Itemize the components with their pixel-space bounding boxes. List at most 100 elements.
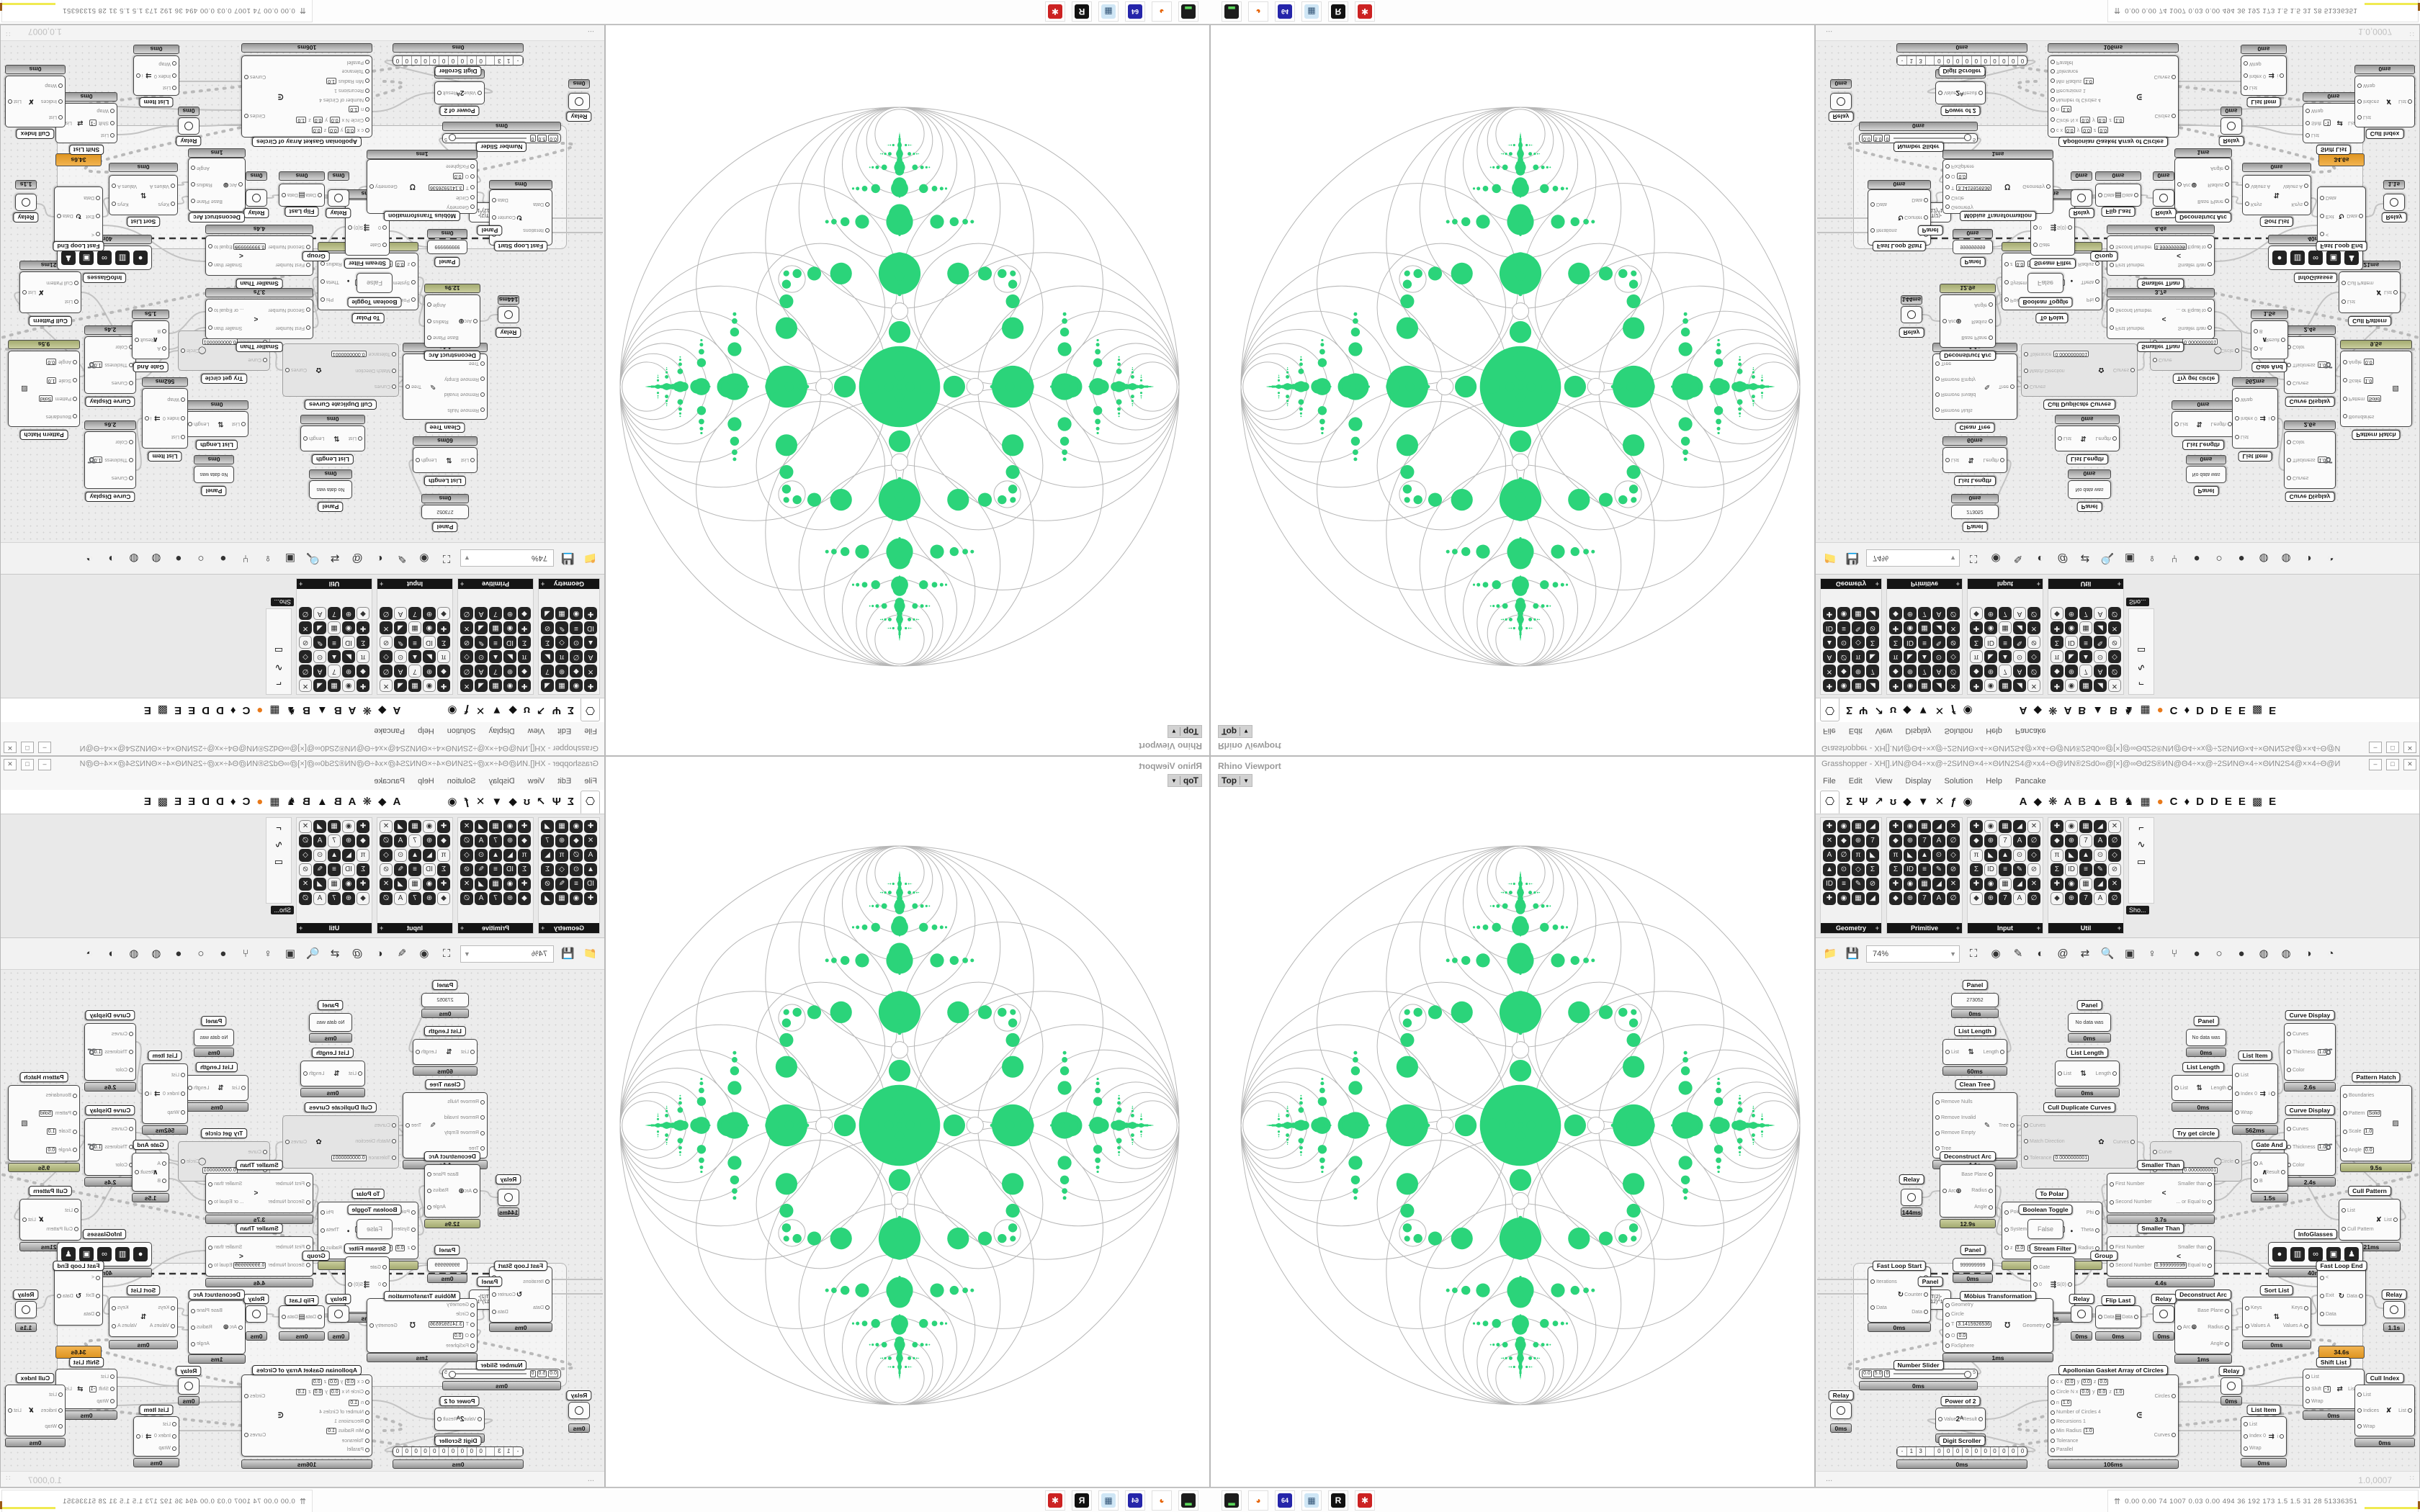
port-dot[interactable] [135, 1170, 139, 1174]
node-input-label[interactable]: List [2357, 1392, 2379, 1398]
port-dot[interactable] [2357, 99, 2362, 104]
palette-component-icon[interactable]: ◇ [555, 863, 568, 876]
port-dot[interactable] [74, 300, 79, 304]
port-dot[interactable] [1989, 335, 1993, 340]
sphere-red-icon[interactable]: ● [175, 552, 182, 565]
taskbar-icon-floppy-64[interactable]: 64 [1125, 1490, 1145, 1511]
node-input-label[interactable]: Second Number 0.999999999 [2110, 243, 2187, 251]
canvas-node[interactable]: c x 0.0 y 0.0 z 0.0 Circle N x 0.0 y 0.0 … [241, 55, 372, 138]
palette-component-icon[interactable]: ⊕ [1984, 607, 1997, 620]
menu-item-help[interactable]: Help [418, 777, 434, 786]
port-dot[interactable] [2235, 1073, 2239, 1077]
palette-component-icon[interactable]: ▦ [1999, 878, 2012, 891]
infoglasses-icon[interactable]: ∞ [2308, 251, 2323, 265]
node-output-label[interactable]: Radius [2197, 182, 2229, 187]
node-label[interactable]: List Item [148, 451, 182, 462]
node-output-label[interactable]: Geometry [369, 184, 398, 189]
node-label[interactable]: Shift List [68, 1357, 104, 1367]
preview-eye-icon[interactable]: ◉ [419, 947, 429, 960]
palette-component-icon[interactable]: ⊘ [2027, 863, 2040, 876]
port-dot[interactable] [162, 1179, 166, 1183]
palette-component-icon[interactable]: ≡ [1999, 636, 2012, 649]
palette-component-icon[interactable]: A [584, 849, 597, 862]
node-input-label[interactable]: Curves [2287, 381, 2324, 386]
canvas-node[interactable]: First Number Second Number < Smaller than..… [2107, 1173, 2215, 1213]
node-input-label[interactable]: B [2254, 1179, 2263, 1184]
palette-component-icon[interactable]: ▲ [1823, 636, 1836, 649]
port-dot[interactable] [112, 1323, 117, 1328]
node-input-label[interactable]: List [41, 1392, 63, 1398]
node-input-label[interactable]: Angle 0.0 [38, 359, 77, 366]
palette-component-icon[interactable]: π [2051, 849, 2063, 862]
node-input-label[interactable]: Wrap [2235, 1110, 2257, 1115]
port-dot[interactable] [208, 307, 212, 312]
palette-component-icon[interactable]: ◆ [1889, 607, 1902, 620]
port-dot[interactable] [2357, 115, 2362, 120]
port-dot[interactable] [2343, 396, 2347, 401]
node-output-label[interactable]: List [2384, 1218, 2398, 1223]
digit-cell[interactable]: 0 [449, 1447, 458, 1456]
tab-plugin-3[interactable]: ❋ [2048, 795, 2058, 808]
node-input-label[interactable]: List [1945, 458, 1959, 463]
tab-plugin-18[interactable]: E [2269, 795, 2277, 808]
menu-item-file[interactable]: File [584, 777, 597, 786]
node-label[interactable]: Relay [2151, 1294, 2177, 1304]
tab-category-9[interactable]: ƒ [463, 795, 470, 808]
palette-component-icon[interactable]: ◉ [2065, 679, 2078, 692]
palette-component-icon[interactable]: ⊘ [380, 863, 393, 876]
canvas-node[interactable] [568, 1402, 590, 1419]
canvas-node[interactable]: Remove Nulls Remove Invalid Remove Empty Tr… [403, 354, 488, 420]
node-label[interactable]: Panel [1960, 1245, 1986, 1255]
canvas-node[interactable]: First Number Second Number 0.999999999 < Sm… [205, 1236, 313, 1277]
tab-category-4[interactable]: ↗ [537, 704, 546, 717]
node-label[interactable]: List Length [2066, 454, 2108, 464]
palette-component-icon[interactable]: ✚ [1823, 607, 1836, 620]
palette-component-icon[interactable]: ✕ [2108, 820, 2121, 833]
infoglasses-icon[interactable]: ▣ [79, 1247, 94, 1261]
port-dot[interactable] [2024, 369, 2028, 373]
canvas-node[interactable]: List Shift -1 Wrap ⇄ List [2303, 1369, 2365, 1409]
node-input-label[interactable]: Keys [2245, 1305, 2270, 1310]
palette-component-icon[interactable]: ∅ [570, 849, 583, 862]
tab-plugin-8[interactable]: ♞ [2123, 795, 2134, 808]
palette-component-icon[interactable]: ◣ [1984, 650, 1997, 663]
node-input-label[interactable]: Tolerance 0.0000000001 [331, 1154, 396, 1161]
menu-item-edit[interactable]: Edit [1848, 777, 1863, 786]
rotate-view-icon[interactable]: ◐ [2037, 947, 2044, 960]
port-dot[interactable] [244, 1394, 249, 1398]
port-dot[interactable] [492, 1310, 496, 1314]
palette-component-icon[interactable]: ▦ [328, 878, 341, 891]
menu-item-file[interactable]: File [1823, 777, 1836, 786]
port-dot[interactable] [321, 297, 325, 302]
node-label[interactable]: Deconstruct Arc [2175, 1290, 2231, 1300]
palette-component-icon[interactable]: ✕ [1947, 820, 1960, 833]
digit-cell[interactable]: 0 [1943, 56, 1953, 65]
palette-component-icon[interactable]: ◢ [475, 621, 488, 634]
canvas-node[interactable] [328, 1305, 349, 1323]
tab-plugin-10[interactable]: ● [2156, 795, 2164, 808]
digit-cell[interactable]: 0 [2008, 1447, 2017, 1456]
port-dot[interactable] [208, 1200, 212, 1205]
digit-cell[interactable]: 0 [476, 56, 486, 65]
node-label[interactable]: Panel [477, 1277, 503, 1287]
node-output-label[interactable]: i [136, 1434, 143, 1439]
node-output-label[interactable]: Angle [427, 302, 458, 307]
doc-search-icon[interactable]: 🔍 [2100, 552, 2115, 565]
node-label[interactable]: Cull Index [16, 129, 55, 139]
palette-component-icon[interactable]: ✕ [2027, 820, 2040, 833]
palette-component-icon[interactable]: ✕ [2108, 679, 2121, 692]
palette-component-icon[interactable]: ✚ [518, 679, 531, 692]
node-input-label[interactable]: Arc [1942, 319, 1956, 324]
digit-cell[interactable]: 0 [457, 56, 467, 65]
node-input-label[interactable]: Boundaries [38, 1093, 77, 1098]
port-dot[interactable] [2208, 1182, 2212, 1187]
digit-cell[interactable]: 0 [457, 1447, 467, 1456]
port-dot[interactable] [365, 78, 369, 84]
port-dot[interactable] [2280, 73, 2284, 78]
port-dot[interactable] [2280, 1434, 2284, 1439]
zoom-level-input[interactable]: 74% ▼ [1866, 549, 1960, 567]
tab-plugin-15[interactable]: E [188, 704, 196, 717]
value-chip[interactable]: 0.0 [329, 116, 340, 123]
port-dot[interactable] [172, 85, 176, 90]
palette-component-icon[interactable]: A [1932, 892, 1945, 905]
